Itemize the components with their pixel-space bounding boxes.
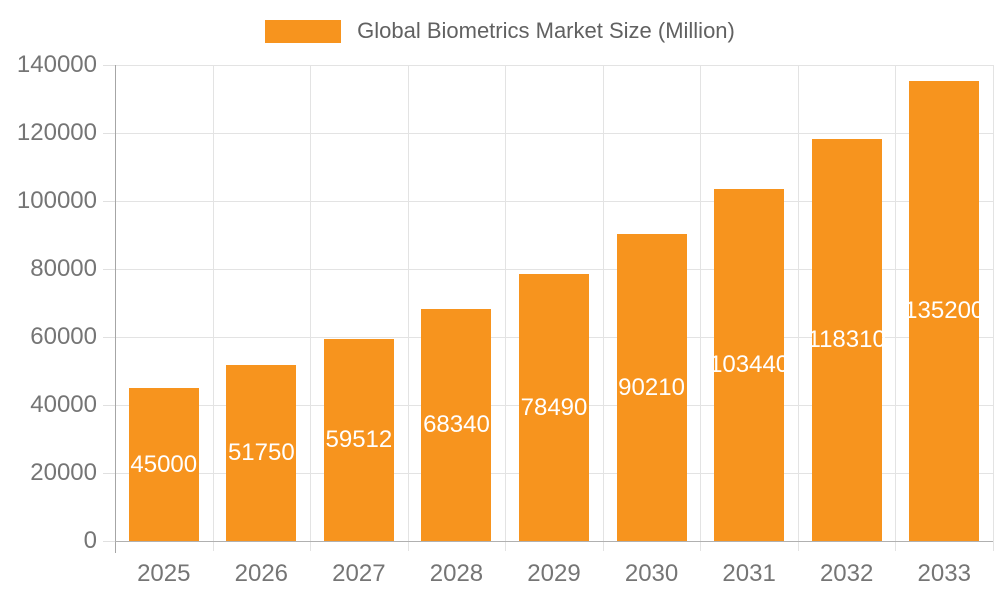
- x-axis-label: 2026: [234, 560, 289, 587]
- y-axis-label: 120000: [16, 119, 97, 146]
- bar-2028[interactable]: [421, 308, 492, 541]
- y-gridline: [115, 201, 993, 202]
- bar-value-label: 45000: [130, 450, 198, 478]
- x-axis-label: 2027: [332, 560, 386, 587]
- y-axis-label: 20000: [30, 459, 97, 486]
- bar-value-label: 51750: [227, 439, 295, 467]
- bar-2026[interactable]: [226, 365, 297, 541]
- x-gridline: [407, 65, 409, 551]
- bar-value-label: 118310: [807, 325, 886, 353]
- x-gridline: [505, 65, 507, 551]
- x-gridline: [797, 65, 799, 551]
- x-gridline: [310, 65, 312, 551]
- y-axis-label: 80000: [30, 255, 97, 282]
- y-gridline: [115, 65, 993, 66]
- bar-value-label: 135200: [904, 297, 985, 325]
- y-axis-tick: [103, 405, 115, 406]
- x-gridline: [700, 65, 702, 551]
- x-axis-label: 2031: [722, 560, 776, 587]
- x-axis-label: 2025: [137, 560, 191, 587]
- bar-2029[interactable]: [519, 274, 589, 541]
- bar-2030[interactable]: [616, 234, 687, 541]
- y-axis-tick: [103, 65, 115, 66]
- y-gridline: [115, 133, 993, 134]
- x-gridline: [993, 65, 994, 551]
- y-axis-label: 0: [83, 527, 97, 554]
- x-axis-label: 2029: [527, 560, 581, 587]
- legend-swatch: [265, 19, 342, 43]
- x-gridline: [212, 65, 214, 551]
- x-axis-label: 2030: [624, 560, 679, 587]
- bar-2032[interactable]: [811, 138, 882, 541]
- bar-2025[interactable]: [128, 388, 199, 541]
- y-axis-label: 140000: [16, 51, 97, 78]
- bar-value-label: 90210: [618, 373, 685, 401]
- bar-2027[interactable]: [323, 338, 394, 541]
- y-axis-tick: [103, 133, 115, 134]
- y-axis-tick: [103, 269, 115, 270]
- x-axis-line: [115, 541, 993, 542]
- bar-value-label: 103440: [709, 351, 790, 379]
- plot-area: 0 20000 40000 60000 80000 100000 120000 140000 4…: [17, 51, 994, 587]
- y-gridline: [115, 269, 993, 270]
- bar-2031[interactable]: [714, 189, 785, 541]
- x-gridline: [895, 65, 897, 551]
- bar-value-label: 59512: [325, 425, 393, 453]
- y-axis-tick: [103, 201, 115, 202]
- x-axis-label: 2033: [917, 560, 971, 587]
- bar-value-label: 68340: [423, 410, 490, 438]
- bar-2033[interactable]: [909, 81, 980, 541]
- y-axis-label: 40000: [30, 391, 97, 418]
- x-axis-label: 2028: [429, 560, 484, 587]
- y-axis-line: [115, 65, 116, 553]
- y-axis-tick: [103, 541, 115, 542]
- y-axis-label: 100000: [16, 187, 97, 214]
- x-axis-label: 2032: [819, 560, 874, 587]
- y-axis-tick: [103, 473, 115, 474]
- bar-value-label: 78490: [520, 393, 588, 421]
- chart-legend[interactable]: Global Biometrics Market Size (Million): [0, 17, 1000, 45]
- x-gridline: [602, 65, 604, 551]
- y-axis-tick: [103, 337, 115, 338]
- legend-label: Global Biometrics Market Size (Million): [357, 18, 735, 43]
- y-axis-label: 60000: [30, 323, 97, 350]
